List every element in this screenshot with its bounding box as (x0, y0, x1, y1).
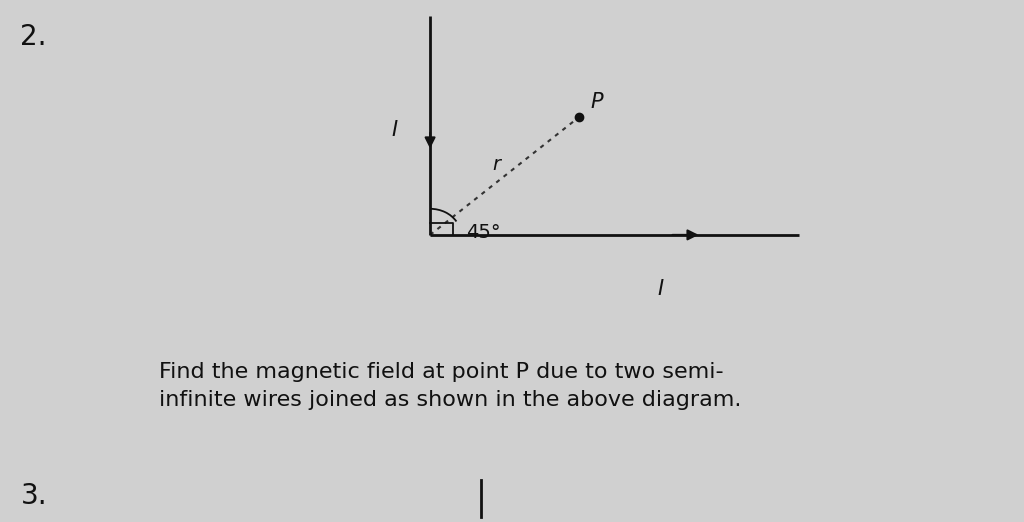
Text: I: I (391, 121, 397, 140)
Text: I: I (657, 279, 664, 299)
Text: P: P (591, 92, 603, 112)
Text: 3.: 3. (20, 482, 47, 510)
Text: 45°: 45° (466, 223, 501, 242)
Text: 2.: 2. (20, 22, 47, 51)
Text: Find the magnetic field at point P due to two semi-
infinite wires joined as sho: Find the magnetic field at point P due t… (159, 362, 741, 410)
Text: r: r (493, 155, 501, 174)
